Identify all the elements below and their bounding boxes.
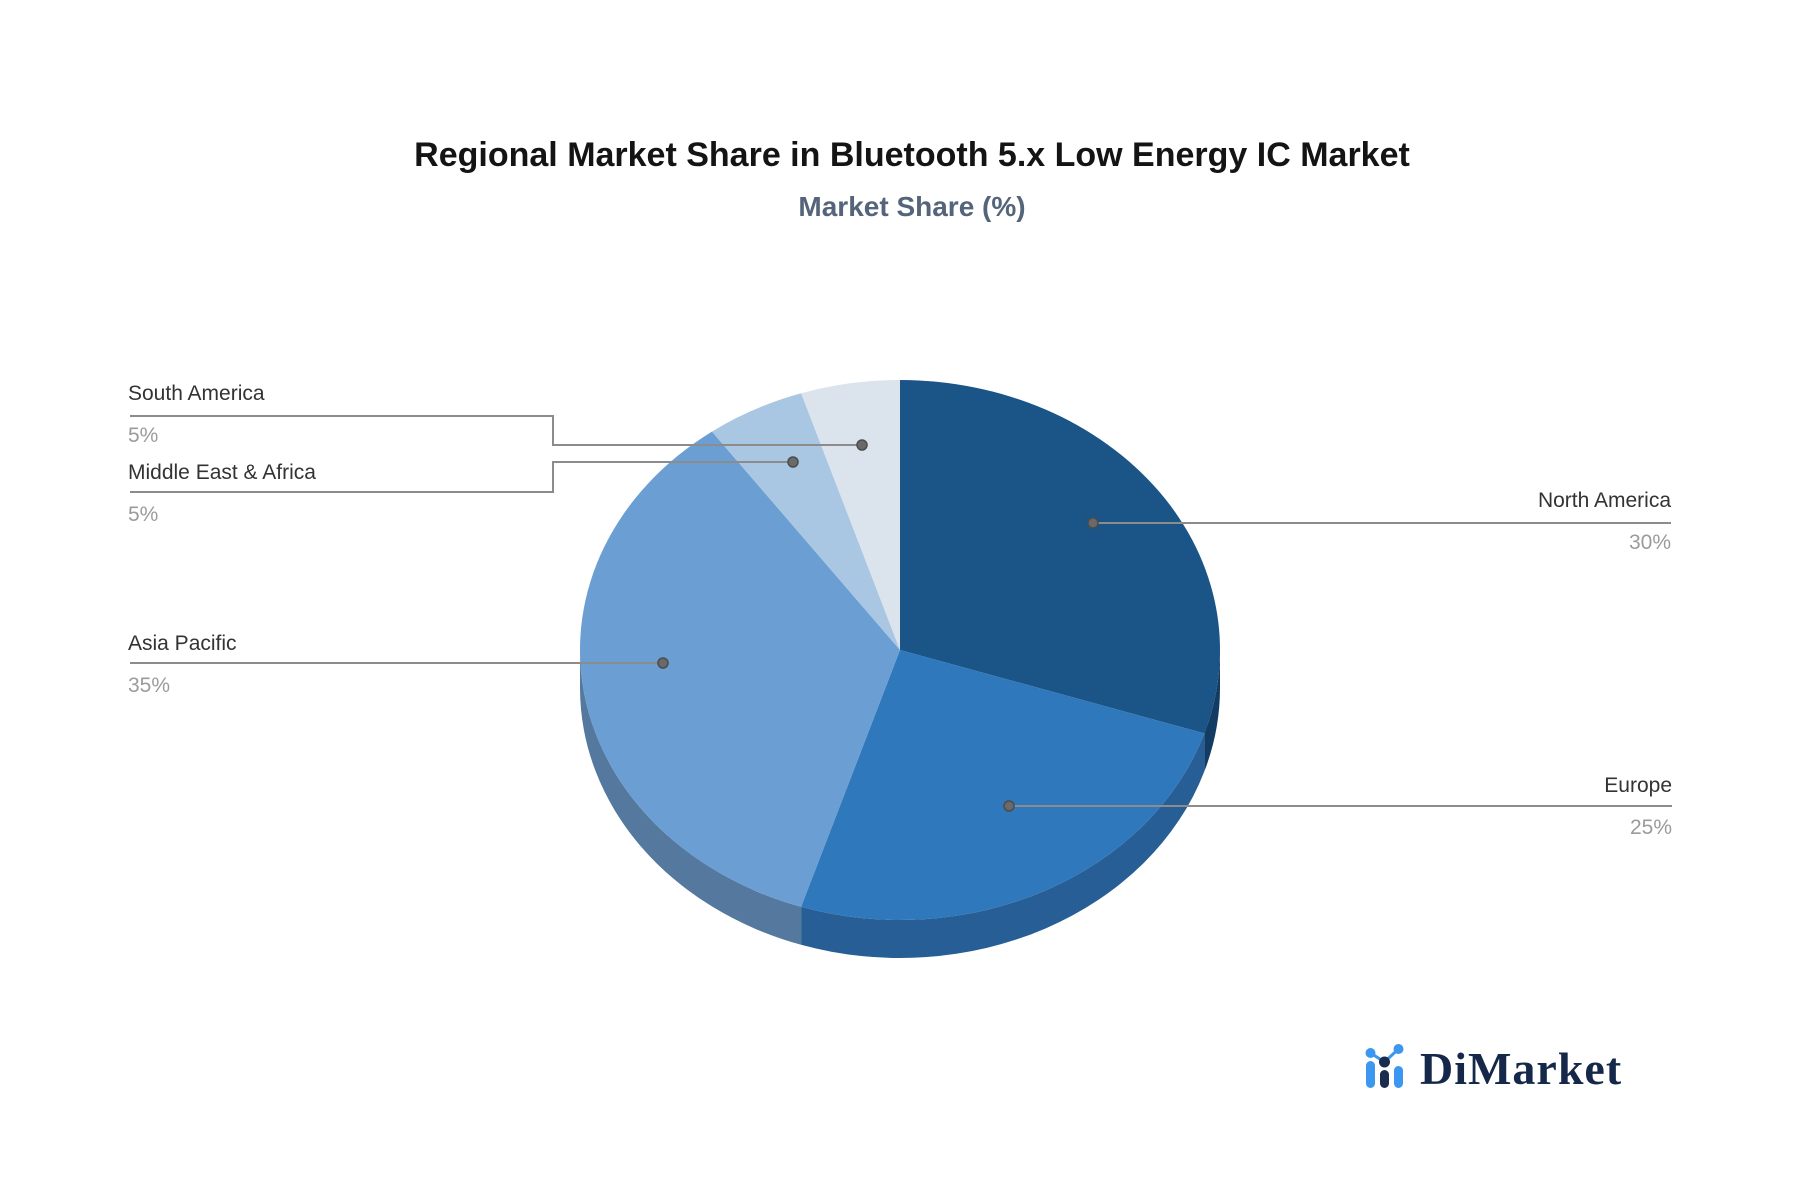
slice-label: North America [1537,489,1671,512]
callout-north-america: North America 30% [1538,488,1671,555]
slice-label: Europe [1604,774,1672,797]
leader-line-south-america [130,415,862,446]
leader-dot-europe [1003,800,1015,812]
callout-middle-east-africa: Middle East & Africa 5% [128,460,316,527]
pie-slice-side-asia-pacific [580,650,802,945]
pie-slice-side-north-america [1204,650,1220,772]
pie-slice-middle-east-africa[interactable] [711,393,900,650]
brand-logo: DiMarket [1363,1036,1622,1094]
slice-value: 35% [128,674,171,697]
pie-slice-side-europe [801,733,1205,959]
callout-south-america: South America 5% [128,381,265,448]
slice-label: South America [128,382,265,405]
leader-dot-asia-pacific [657,657,669,669]
leader-dot-north-america [1087,517,1099,529]
pie-slice-north-america[interactable] [900,380,1220,734]
slice-value: 5% [128,503,159,526]
leader-line-middle-east-africa [130,461,793,493]
chart-subtitle: Market Share (%) [798,191,1026,222]
callout-asia-pacific: Asia Pacific 35% [128,631,237,698]
pie-slice-south-america[interactable] [801,380,900,650]
slice-value: 5% [128,424,159,447]
slice-value: 25% [1629,816,1672,839]
slice-label: Asia Pacific [128,632,237,655]
callout-europe: Europe 25% [1604,773,1672,840]
pie-slice-asia-pacific[interactable] [580,431,900,907]
slice-label: Middle East & Africa [128,461,316,484]
chart-title: Regional Market Share in Bluetooth 5.x L… [414,136,1410,174]
leader-dot-south-america [856,439,868,451]
bar-line-chart-icon [1365,1044,1404,1088]
pie-slice-europe[interactable] [801,650,1205,920]
slice-value: 30% [1628,531,1671,554]
leader-dot-middle-east-africa [787,456,799,468]
brand-name: DiMarket [1420,1043,1623,1094]
